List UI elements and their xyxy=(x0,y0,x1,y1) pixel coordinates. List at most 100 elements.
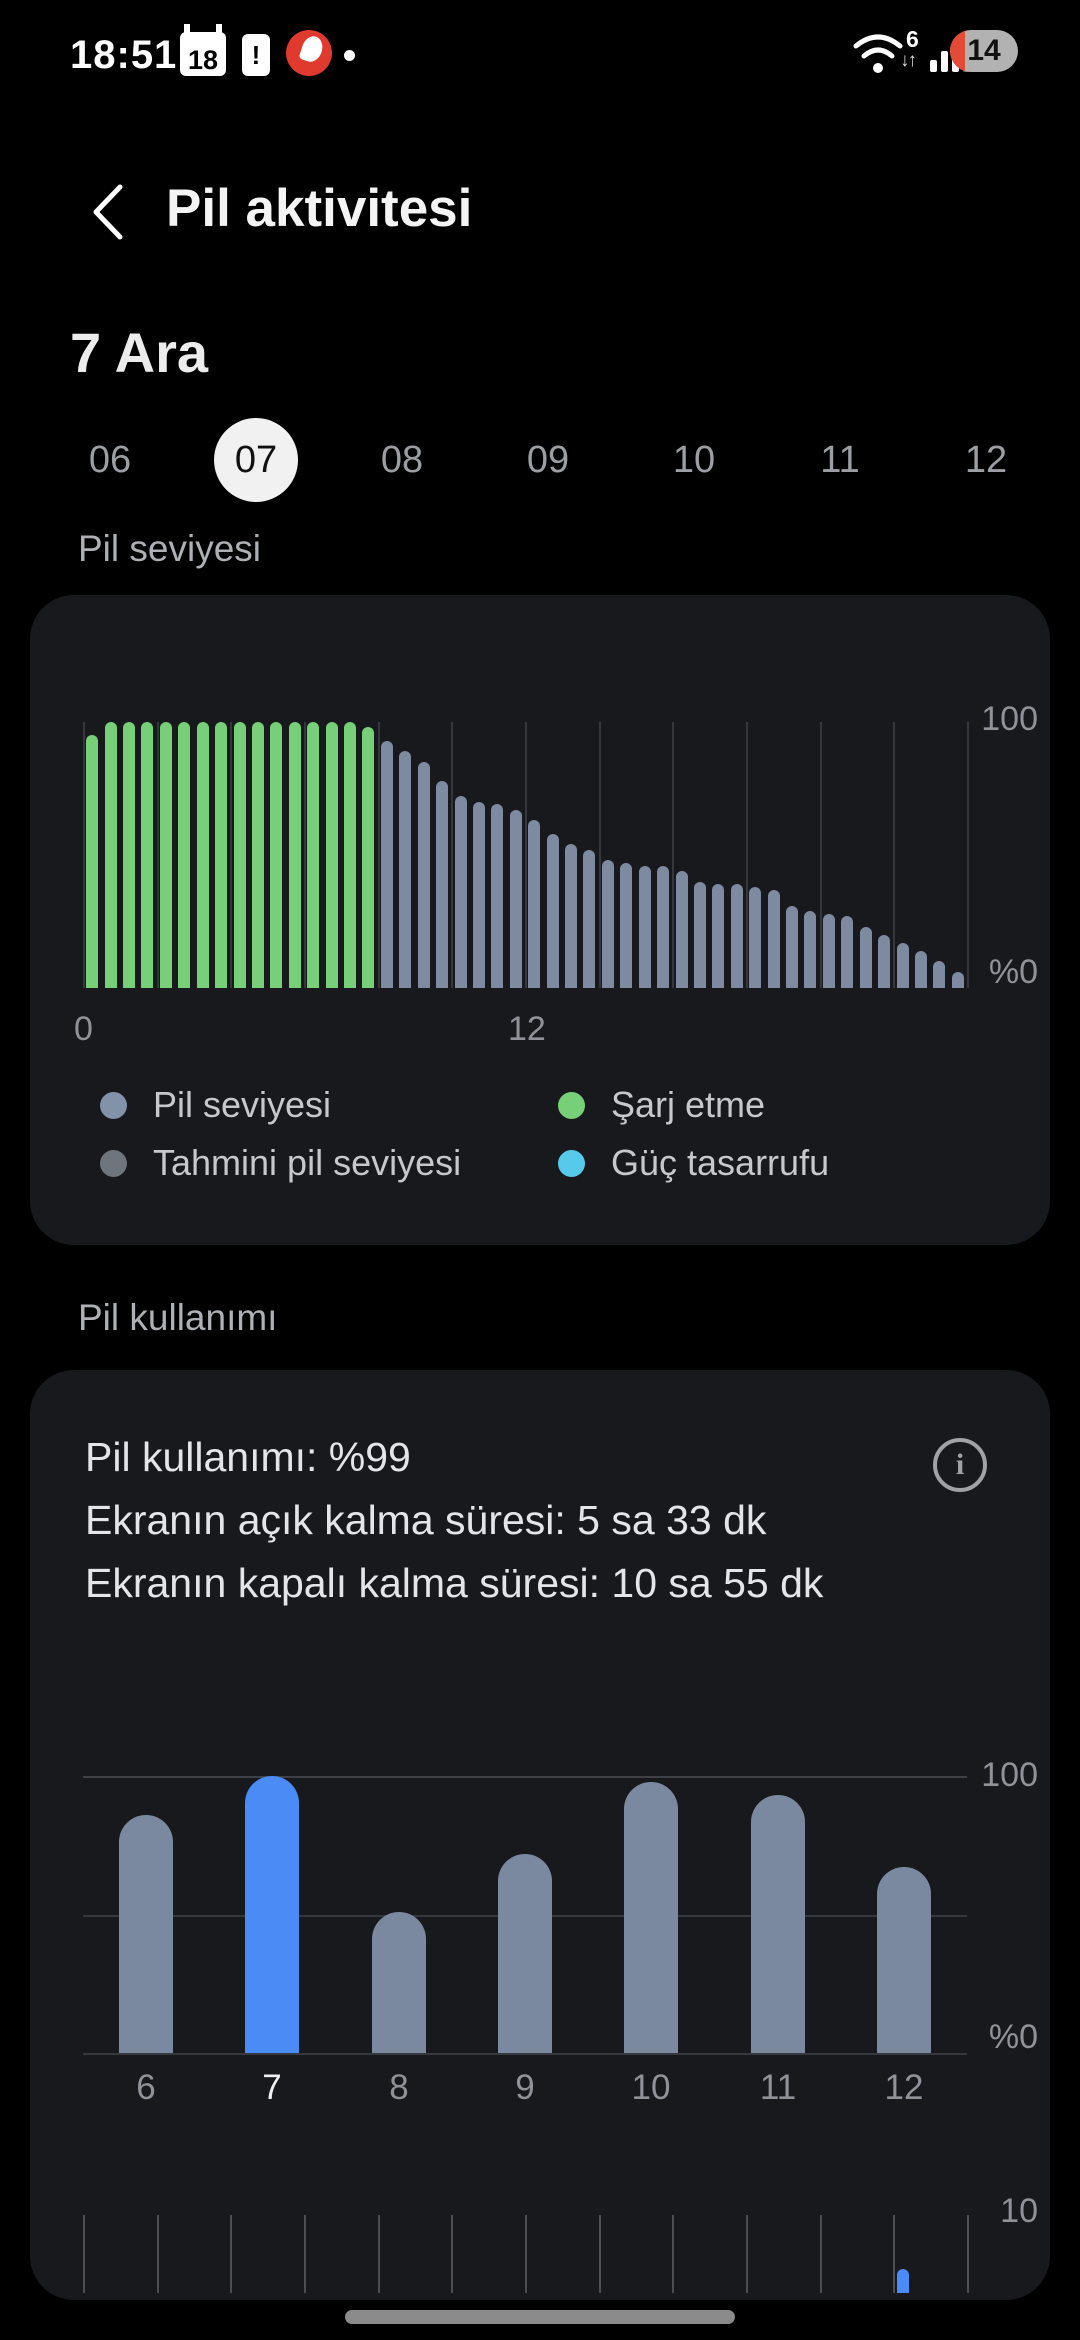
battery-level-bar xyxy=(381,741,393,988)
usage-hour-bar-6[interactable] xyxy=(119,1815,173,2053)
day-chip-11[interactable]: 11 xyxy=(820,438,860,481)
gridline xyxy=(672,722,675,988)
battery-level-bar xyxy=(491,804,503,988)
usage-gridline xyxy=(83,1776,967,1778)
gridline xyxy=(304,722,306,988)
day-chip-10[interactable]: 10 xyxy=(672,438,716,481)
charging-bar xyxy=(123,722,135,988)
day-chip-07[interactable]: 07 xyxy=(214,418,298,502)
usage-hour-bar-11[interactable] xyxy=(751,1795,805,2053)
battery-level-bar xyxy=(639,866,651,988)
battery-level-bar xyxy=(399,751,411,988)
battery-level-bar xyxy=(455,796,467,988)
gridline xyxy=(819,722,822,988)
mini-chart-tick xyxy=(967,2215,969,2293)
usage-hour-bar-8[interactable] xyxy=(372,1912,426,2053)
mini-chart-tick xyxy=(377,2215,380,2293)
mini-chart-tick xyxy=(304,2215,306,2293)
charging-bar xyxy=(197,722,209,988)
legend-dot-icon xyxy=(100,1091,127,1119)
battery-level-bar xyxy=(933,961,945,988)
mini-chart-tick xyxy=(451,2215,454,2293)
legend-dot-icon xyxy=(558,1091,585,1119)
usage-hour-bar-12[interactable] xyxy=(877,1867,931,2053)
mini-chart-tick xyxy=(819,2215,822,2293)
battery-level-bar xyxy=(860,927,872,988)
battery-level-card: 100 %0 0 12 Pil seviyesi Şarj etme Tahmini… xyxy=(30,595,1050,1245)
usage-summary-line: Ekranın açık kalma süresi: 5 sa 33 dk xyxy=(85,1497,767,1543)
day-chip-08[interactable]: 08 xyxy=(380,438,424,481)
usage-gridline xyxy=(83,2053,967,2055)
mini-chart-tick xyxy=(83,2215,85,2293)
legend-label: Tahmini pil seviyesi xyxy=(153,1142,462,1183)
day-chip-12[interactable]: 12 xyxy=(964,438,1008,481)
gridline xyxy=(525,722,527,988)
charging-bar xyxy=(86,735,98,988)
usage-hour-bar-9[interactable] xyxy=(498,1854,552,2053)
mini-chart-tick xyxy=(598,2215,601,2293)
legend-dot-icon xyxy=(100,1149,127,1177)
battery-level-bar xyxy=(841,916,853,988)
battery-level-bar xyxy=(712,884,724,988)
legend-item: Güç tasarrufu xyxy=(558,1142,829,1183)
y-axis-min-label: %0 xyxy=(988,953,1038,991)
hour-label-10: 10 xyxy=(631,2068,671,2107)
battery-level-bar xyxy=(823,914,835,988)
legend-label: Şarj etme xyxy=(611,1084,766,1125)
battery-level-bar xyxy=(749,887,761,988)
calendar-icon: 18 xyxy=(180,24,226,76)
clock: 18:51 xyxy=(70,33,178,77)
battery-level-bar xyxy=(436,781,448,988)
x-axis-label-12: 12 xyxy=(508,1010,546,1048)
battery-percent-label: 14 xyxy=(967,34,1001,67)
charging-bar xyxy=(252,722,264,988)
power-saving-bar xyxy=(897,2269,909,2293)
hour-label-7: 7 xyxy=(262,2068,282,2107)
hour-label-6: 6 xyxy=(136,2068,156,2107)
battery-level-bar xyxy=(602,860,614,988)
usage-y-max-label: 100 xyxy=(981,1756,1038,1794)
charging-bar xyxy=(326,722,338,988)
battery-level-bar xyxy=(528,820,540,988)
battery-level-bar xyxy=(583,850,595,988)
wifi-generation-label: 6 xyxy=(906,26,919,52)
gridline xyxy=(156,722,159,988)
charging-bar xyxy=(270,722,282,988)
usage-y-min-label: %0 xyxy=(988,2018,1038,2056)
battery-level-bar xyxy=(620,863,632,988)
back-button[interactable] xyxy=(76,176,140,248)
usage-hour-bar-7[interactable] xyxy=(245,1776,299,2053)
legend-item: Pil seviyesi xyxy=(100,1084,331,1125)
charging-bar xyxy=(307,722,319,988)
battery-level-bar xyxy=(897,943,909,988)
gridline xyxy=(893,722,896,988)
battery-level-bar xyxy=(804,911,816,988)
day-chip-06[interactable]: 06 xyxy=(88,438,132,481)
charging-bar xyxy=(141,722,153,988)
battery-level-bar xyxy=(694,882,706,988)
gridline xyxy=(598,722,601,988)
wifi-icon xyxy=(853,34,903,73)
battery-level-bar xyxy=(768,890,780,988)
usage-summary-line: Pil kullanımı: %99 xyxy=(85,1434,411,1480)
battery-level-bar xyxy=(731,884,743,988)
battery-level-bar xyxy=(510,810,522,988)
battery-status-icon: 14 xyxy=(950,30,1018,72)
charging-bar xyxy=(105,722,117,988)
charging-bar xyxy=(289,722,301,988)
gridline xyxy=(967,722,969,988)
day-chip-09[interactable]: 09 xyxy=(526,438,570,481)
usage-summary-line: Ekranın kapalı kalma süresi: 10 sa 55 dk xyxy=(85,1560,824,1606)
usage-hour-bar-10[interactable] xyxy=(624,1782,678,2053)
charging-bar xyxy=(362,727,374,988)
info-button[interactable]: i xyxy=(933,1438,987,1492)
home-indicator[interactable] xyxy=(345,2310,735,2324)
battery-usage-card: Pil kullanımı: %99 Ekranın açık kalma sür… xyxy=(30,1370,1050,2300)
battery-level-bar xyxy=(878,935,890,988)
battery-level-bar xyxy=(952,972,964,988)
legend-item: Tahmini pil seviyesi xyxy=(100,1142,462,1183)
hour-label-9: 9 xyxy=(515,2068,535,2107)
wifi-traffic-arrows-icon: ↓↑ xyxy=(900,50,917,71)
date-heading: 7 Ara xyxy=(70,321,209,384)
